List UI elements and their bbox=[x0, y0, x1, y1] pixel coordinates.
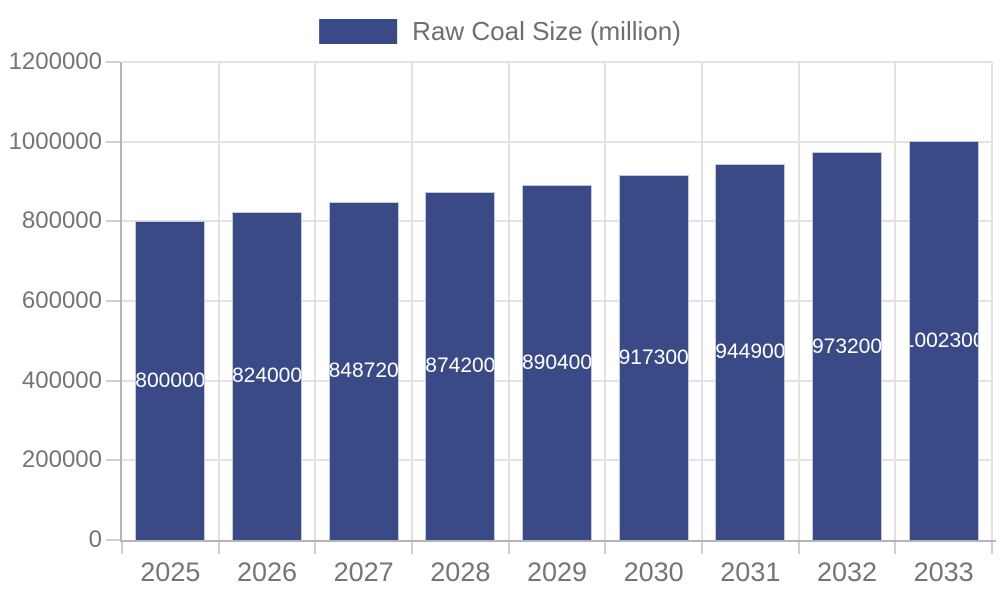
x-axis-tick bbox=[797, 542, 800, 554]
bar-2033[interactable]: 1002300 bbox=[908, 140, 979, 540]
y-axis-tick-label: 1200000 bbox=[8, 48, 102, 75]
bar-2032[interactable]: 973200 bbox=[812, 152, 882, 540]
y-axis-tick-label: 1000000 bbox=[8, 127, 102, 155]
grid-line-vertical bbox=[991, 62, 993, 540]
legend-label: Raw Coal Size (million) bbox=[412, 15, 681, 46]
x-axis-tick bbox=[991, 542, 993, 554]
grid-line-vertical bbox=[217, 62, 220, 540]
x-axis-label-2030: 2030 bbox=[623, 557, 684, 587]
y-axis-line bbox=[120, 62, 122, 542]
y-axis-tick bbox=[106, 539, 120, 541]
bar-value-label: 800000 bbox=[135, 369, 206, 393]
y-axis-tick bbox=[106, 300, 120, 302]
bar-value-label: 973200 bbox=[812, 334, 882, 358]
grid-line-vertical bbox=[894, 62, 897, 540]
x-axis-tick bbox=[701, 542, 703, 554]
x-axis-tick bbox=[314, 542, 317, 554]
bar-2031[interactable]: 944900 bbox=[715, 163, 786, 540]
bar-value-label: 824000 bbox=[232, 364, 302, 388]
y-axis-tick-label: 800000 bbox=[21, 207, 102, 235]
grid-line-vertical bbox=[507, 62, 510, 540]
x-axis-label-2026: 2026 bbox=[236, 557, 298, 587]
grid-line-vertical bbox=[701, 62, 703, 540]
legend-item-raw-coal-size[interactable]: Raw Coal Size (million) bbox=[319, 14, 681, 48]
x-axis-label-2031: 2031 bbox=[720, 557, 781, 587]
y-axis-tick bbox=[106, 379, 120, 382]
x-axis-tick bbox=[121, 542, 123, 554]
x-axis-label-2025: 2025 bbox=[140, 557, 201, 587]
y-axis-tick bbox=[106, 220, 120, 223]
bar-2027[interactable]: 848720 bbox=[328, 201, 399, 540]
grid-line-horizontal bbox=[122, 61, 992, 63]
x-axis-label-2032: 2032 bbox=[816, 557, 878, 587]
bar-2028[interactable]: 874200 bbox=[425, 191, 496, 540]
bar-2029[interactable]: 890400 bbox=[522, 185, 592, 540]
bar-2026[interactable]: 824000 bbox=[232, 211, 302, 540]
grid-line-vertical bbox=[797, 62, 800, 540]
x-axis-tick bbox=[604, 542, 607, 554]
grid-line-horizontal bbox=[122, 140, 992, 143]
bar-value-label: 874200 bbox=[425, 354, 496, 378]
x-axis-tick bbox=[217, 542, 220, 554]
x-axis-tick bbox=[507, 542, 510, 554]
y-axis-tick bbox=[106, 459, 120, 462]
bar-value-label: 1002300 bbox=[910, 328, 978, 352]
bar-value-label: 848720 bbox=[328, 359, 399, 383]
x-axis-label-2029: 2029 bbox=[526, 557, 588, 587]
bar-2025[interactable]: 800000 bbox=[135, 221, 206, 540]
legend-swatch bbox=[319, 18, 398, 44]
plot-area: 0 200000 400000 600000 800000 1000000 1200000 8… bbox=[9, 48, 996, 587]
y-axis-tick bbox=[106, 140, 120, 143]
bar-2030[interactable]: 917300 bbox=[618, 174, 689, 540]
bar-value-label: 917300 bbox=[618, 345, 689, 369]
x-axis-line bbox=[120, 540, 996, 542]
x-axis-label-2028: 2028 bbox=[430, 557, 491, 587]
bar-value-label: 944900 bbox=[715, 340, 786, 364]
y-axis-tick-label: 200000 bbox=[21, 446, 102, 474]
grid-line-vertical bbox=[314, 62, 317, 540]
x-axis-tick bbox=[894, 542, 897, 554]
bar-value-label: 890400 bbox=[522, 351, 592, 375]
y-axis-tick-label: 400000 bbox=[21, 366, 102, 394]
y-axis-tick-label: 0 bbox=[88, 526, 102, 553]
grid-line-vertical bbox=[604, 62, 607, 540]
y-axis-tick-label: 600000 bbox=[21, 287, 102, 314]
x-axis-tick bbox=[411, 542, 413, 554]
y-axis-tick bbox=[106, 61, 120, 63]
x-axis-label-2033: 2033 bbox=[913, 557, 974, 587]
x-axis-label-2027: 2027 bbox=[333, 557, 394, 587]
grid-line-vertical bbox=[411, 62, 413, 540]
